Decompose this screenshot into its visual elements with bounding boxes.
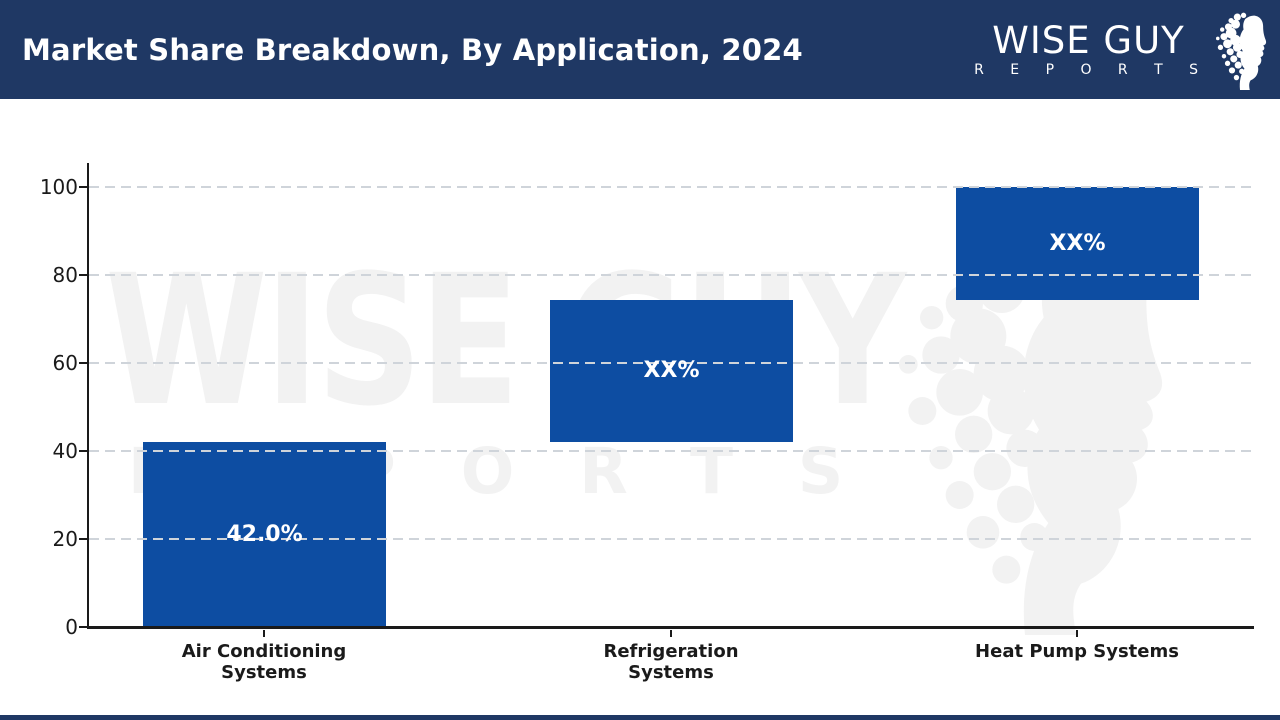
y-tick-label-20: 20 — [52, 527, 78, 551]
bar-2 — [550, 300, 793, 442]
wiseguy-logo: WISE GUY R E P O R T S — [968, 10, 1280, 90]
y-tick-20 — [79, 538, 88, 540]
page-title: Market Share Breakdown, By Application, … — [22, 32, 803, 67]
bar-value-label-1: 42.0% — [226, 522, 303, 547]
y-tick-0 — [79, 626, 88, 628]
y-tick-80 — [79, 274, 88, 276]
gridline-100 — [89, 186, 1253, 188]
bars-layer — [0, 99, 1280, 715]
logo-wordmark: WISE GUY — [992, 19, 1185, 62]
x-tick-1 — [263, 630, 265, 637]
y-tick-100 — [79, 186, 88, 188]
y-tick-label-0: 0 — [65, 615, 78, 639]
label-layer: 0 20 40 60 80 100 42.0% Air Conditioning Systems… — [0, 99, 1280, 715]
y-tick-40 — [79, 450, 88, 452]
y-axis-line — [87, 163, 89, 629]
x-category-line: Heat Pump Systems — [975, 641, 1179, 662]
axes — [0, 99, 1280, 715]
bar-value-label-3: XX% — [1049, 231, 1106, 256]
y-tick-label-40: 40 — [52, 439, 78, 463]
y-tick-label-100: 100 — [39, 175, 78, 199]
y-tick-label-80: 80 — [52, 263, 78, 287]
logo-subtitle: R E P O R T S — [974, 62, 1209, 78]
bottom-strip — [0, 715, 1280, 720]
x-category-label-3: Heat Pump Systems — [917, 641, 1237, 662]
x-tick-2 — [670, 630, 672, 637]
x-category-line: Refrigeration — [603, 641, 739, 662]
gridline-60 — [89, 362, 1253, 364]
x-tick-3 — [1076, 630, 1078, 637]
y-tick-label-60: 60 — [52, 351, 78, 375]
bar-3 — [956, 187, 1199, 300]
x-category-line: Systems — [628, 662, 714, 683]
wiseguy-face-icon — [1216, 12, 1267, 90]
y-tick-60 — [79, 362, 88, 364]
gridline-20 — [89, 538, 1253, 540]
bar-1 — [143, 442, 386, 627]
x-category-line: Air Conditioning — [181, 641, 347, 662]
x-category-label-1: Air Conditioning Systems — [104, 641, 424, 683]
header: Market Share Breakdown, By Application, … — [0, 0, 1280, 99]
bar-value-label-2: XX% — [643, 358, 700, 383]
gridline-80 — [89, 274, 1253, 276]
x-category-line: Systems — [221, 662, 307, 683]
gridline-40 — [89, 450, 1253, 452]
x-axis-line — [87, 626, 1254, 629]
x-category-label-2: Refrigeration Systems — [511, 641, 831, 683]
grid-layer — [0, 99, 1280, 715]
chart-area: WISE GUY REPORTS 0 20 40 60 80 100 42.0% Air Co… — [0, 99, 1280, 715]
logo-text: WISE GUY R E P O R T S — [968, 22, 1209, 77]
